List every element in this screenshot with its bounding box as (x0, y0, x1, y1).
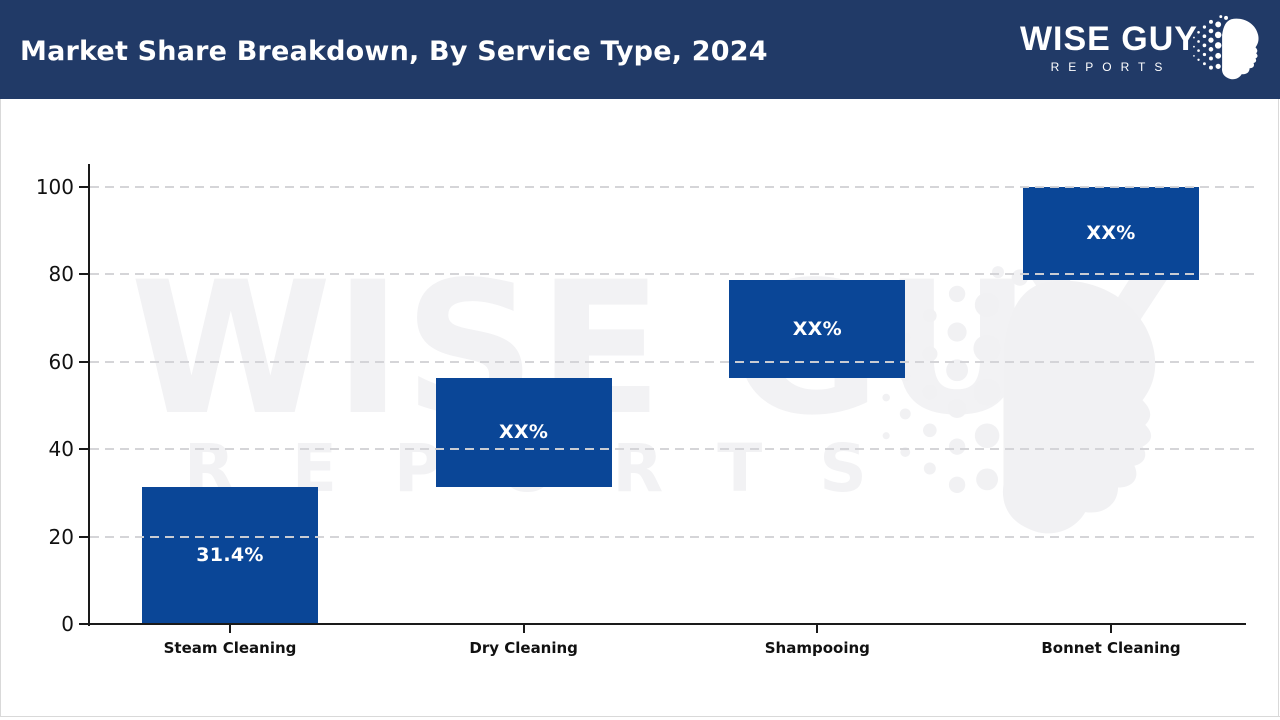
x-tick-bonnet-cleaning (1110, 624, 1112, 633)
x-tick-dry-cleaning (522, 624, 525, 633)
chart-title: Market Share Breakdown, By Service Type,… (20, 36, 768, 67)
header-bar: Market Share Breakdown, By Service Type,… (0, 0, 1280, 99)
y-tick-60 (79, 360, 88, 363)
y-tick-label-100: 100 (35, 175, 74, 199)
x-axis-label-steam-cleaning: Steam Cleaning (163, 639, 297, 657)
bar-steam-cleaning: 31.4% (142, 486, 318, 624)
bar-bonnet-cleaning: XX% (1023, 187, 1199, 280)
gridline-40 (90, 448, 1258, 451)
x-axis-label-dry-cleaning: Dry Cleaning (469, 639, 578, 657)
wiseguy-face-icon (1193, 15, 1259, 80)
y-tick-40 (79, 448, 88, 451)
y-tick-80 (79, 273, 88, 276)
left-border-line (0, 99, 1, 717)
x-tick-steam-cleaning (229, 624, 231, 633)
wiseguy-logo-text: WISE GUY REPORTS (1019, 19, 1198, 75)
bottom-border-line (0, 716, 1280, 717)
y-tick-label-20: 20 (48, 524, 74, 549)
x-axis-label-shampooing: Shampooing (764, 639, 870, 657)
logo-tagline: REPORTS (1050, 60, 1172, 75)
x-axis-line (88, 623, 1246, 625)
y-tick-label-0: 0 (61, 612, 74, 636)
wiseguy-logo: WISE GUY REPORTS (1020, 9, 1264, 87)
bar-value-label-steam-cleaning: 31.4% (196, 544, 264, 567)
gridline-60 (90, 360, 1258, 363)
x-tick-shampooing (816, 624, 819, 633)
right-border-line (1278, 99, 1279, 717)
y-tick-label-60: 60 (48, 349, 74, 374)
gridline-80 (90, 273, 1258, 276)
y-tick-100 (79, 186, 88, 188)
bar-shampooing: XX% (729, 279, 906, 378)
gridline-100 (90, 186, 1258, 188)
y-tick-0 (79, 623, 88, 625)
y-axis-line (88, 164, 90, 626)
watermark-face-icon (882, 266, 1156, 534)
y-tick-label-40: 40 (48, 437, 74, 462)
bar-value-label-shampooing: XX% (792, 317, 842, 340)
y-tick-label-80: 80 (48, 262, 74, 287)
bar-dry-cleaning: XX% (435, 377, 612, 487)
x-axis-label-bonnet-cleaning: Bonnet Cleaning (1041, 639, 1181, 657)
logo-wordmark: WISE GUY (1019, 19, 1198, 58)
y-tick-20 (79, 535, 88, 538)
bar-value-label-bonnet-cleaning: XX% (1086, 222, 1136, 245)
bar-value-label-dry-cleaning: XX% (499, 421, 549, 444)
gridline-20 (90, 535, 1258, 538)
